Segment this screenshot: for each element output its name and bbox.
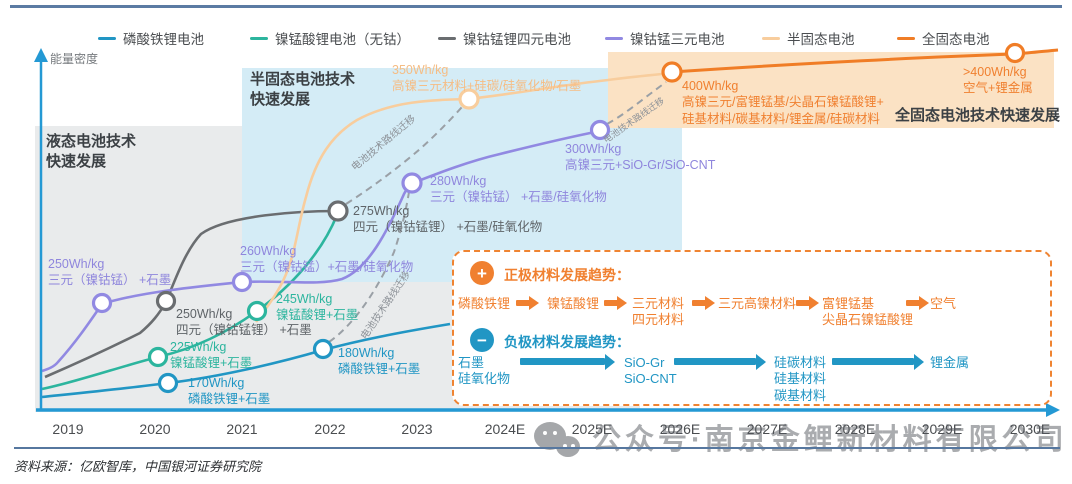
region-title-solidstate: 全固态电池技术快速发展 <box>895 107 1061 124</box>
annotation-245-lnmo: 245Wh/kg 镍锰酸锂+石墨 <box>276 292 359 323</box>
legend-label: 镍钴锰三元电池 <box>630 32 725 47</box>
cathode-step: 三元材料 四元材料 <box>632 296 685 328</box>
annotation-350-semisolid: 350Wh/kg 高镍三元材料+硅碳/硅氧化物/石墨 <box>392 63 582 94</box>
legend-label: 磷酸铁锂电池 <box>123 32 204 47</box>
arrow-right-icon <box>692 296 715 310</box>
anode-step: 硅碳材料 硅基材料 碳基材料 <box>774 355 827 403</box>
arrow-right-icon <box>516 296 539 310</box>
x-tick: 2020 <box>139 421 171 437</box>
x-tick: 2022 <box>314 421 346 437</box>
watermark-text: 公众号·南京金鲤新材料有限公司 <box>592 424 1068 456</box>
minus-icon: − <box>470 328 494 352</box>
legend-item-ncm: 镍钴锰三元电池 <box>605 28 725 48</box>
legend-item-semisolid: 半固态电池 <box>762 28 855 48</box>
legend-label: 镍锰酸锂电池（无钴） <box>275 32 410 47</box>
arrow-right-icon <box>796 296 819 310</box>
legend-dash-icon <box>438 36 456 40</box>
curve-lfp <box>41 322 451 399</box>
x-tick: 2019 <box>52 421 84 437</box>
curve-semisolid <box>254 71 673 323</box>
legend-item-lfp: 磷酸铁锂电池 <box>98 28 204 48</box>
arrow-right-icon <box>520 353 615 370</box>
anode-trend-title: 负极材料发展趋势： <box>504 334 630 350</box>
cathode-step: 镍锰酸锂 <box>547 296 600 311</box>
annotation-280-ncm: 280Wh/kg 三元（镍钴锰） +石墨/硅氧化物 <box>430 174 607 205</box>
region-solidstate <box>608 52 1054 128</box>
anode-step: SiO-Gr SiO-CNT <box>624 355 677 387</box>
annotation-250-quaternary: 250Wh/kg 四元（镍钴锰锂） +石墨 <box>176 307 312 338</box>
region-title-liquid: 液态电池技术 快速发展 <box>46 133 137 171</box>
annotation-275-quaternary: 275Wh/kg 四元（镍钴锰锂） +石墨/硅氧化物 <box>353 204 543 235</box>
annotation-400-solidstate: 400Wh/kg 高镍三元/富锂锰基/尖晶石镍锰酸锂+ 硅基材料/碳基材料/锂金属/… <box>682 79 884 126</box>
x-tick: 2023 <box>401 421 433 437</box>
bottom-divider <box>14 447 1060 449</box>
curve-solidstate <box>671 48 1059 74</box>
x-axis-arrow-icon <box>1046 403 1060 417</box>
arrow-right-icon <box>906 296 929 310</box>
x-tick: 2021 <box>226 421 258 437</box>
curve-lnmo <box>41 214 339 391</box>
legend-dash-icon <box>762 36 780 40</box>
cathode-step: 三元高镍材料 <box>718 296 797 311</box>
x-tick: 2030E <box>1009 421 1051 437</box>
material-trends-panel: + 正极材料发展趋势： 磷酸铁锂 镍锰酸锂 三元材料 四元材料 三元高镍材料 富锂… <box>452 250 1052 406</box>
source-note: 资料来源：亿欧智库，中国银河证券研究院 <box>14 459 262 474</box>
legend-dash-icon <box>897 36 915 40</box>
top-border-line <box>10 5 1062 8</box>
x-tick: 2025E <box>571 421 613 437</box>
legend-dash-icon <box>250 36 268 40</box>
legend-label: 镍钴锰锂四元电池 <box>463 32 571 47</box>
legend-label: 半固态电池 <box>787 32 855 47</box>
cathode-step: 空气 <box>930 296 957 311</box>
x-tick: 2027E <box>746 421 788 437</box>
x-tick: 2029E <box>921 421 963 437</box>
x-tick: 2024E <box>484 421 526 437</box>
y-axis-arrow-icon <box>34 48 48 62</box>
legend-label: 全固态电池 <box>922 32 990 47</box>
annotation-180-lfp: 180Wh/kg 磷酸铁锂+石墨 <box>338 346 421 377</box>
legend-item-quaternary: 镍钴锰锂四元电池 <box>438 28 571 48</box>
annotation-170-lfp: 170Wh/kg 磷酸铁锂+石墨 <box>188 376 271 407</box>
migration-dashed-lines <box>328 81 667 343</box>
wechat-icon <box>534 420 586 464</box>
annotation-250-ncm: 250Wh/kg 三元（镍钴锰） +石墨 <box>48 257 172 288</box>
plus-icon: + <box>470 261 494 285</box>
x-tick: 2028E <box>834 421 876 437</box>
legend-item-solidstate: 全固态电池 <box>897 28 990 48</box>
cathode-step: 富锂锰基 尖晶石镍锰酸锂 <box>822 296 914 328</box>
annotation-225-lnmo: 225Wh/kg 镍锰酸锂+石墨 <box>170 340 253 371</box>
annotation-400plus-solidstate: >400Wh/kg 空气+锂金属 <box>963 65 1033 96</box>
anode-step: 石墨 硅氧化物 <box>458 355 511 387</box>
legend-dash-icon <box>98 36 116 40</box>
legend-item-lnmo: 镍锰酸锂电池（无钴） <box>250 28 410 48</box>
cathode-trend-title: 正极材料发展趋势： <box>504 267 630 283</box>
cathode-step: 磷酸铁锂 <box>458 296 511 311</box>
arrow-right-icon <box>674 353 766 370</box>
legend-dash-icon <box>605 36 623 40</box>
data-point-markers <box>91 42 1026 394</box>
arrow-right-icon <box>832 353 924 370</box>
x-tick: 2026E <box>659 421 701 437</box>
annotation-260-ncm: 260Wh/kg 三元（镍钴锰）+石墨/硅氧化物 <box>240 244 414 275</box>
anode-step: 锂金属 <box>930 355 970 370</box>
arrow-right-icon <box>604 296 627 310</box>
annotation-300-ncm: 300Wh/kg 高镍三元+SiO-Gr/SiO-CNT <box>565 142 716 173</box>
y-axis-label: 能量密度 <box>50 52 99 66</box>
axes <box>34 48 1060 417</box>
curve-ncm <box>41 129 601 373</box>
region-title-semisolid: 半固态电池技术 快速发展 <box>250 71 356 109</box>
